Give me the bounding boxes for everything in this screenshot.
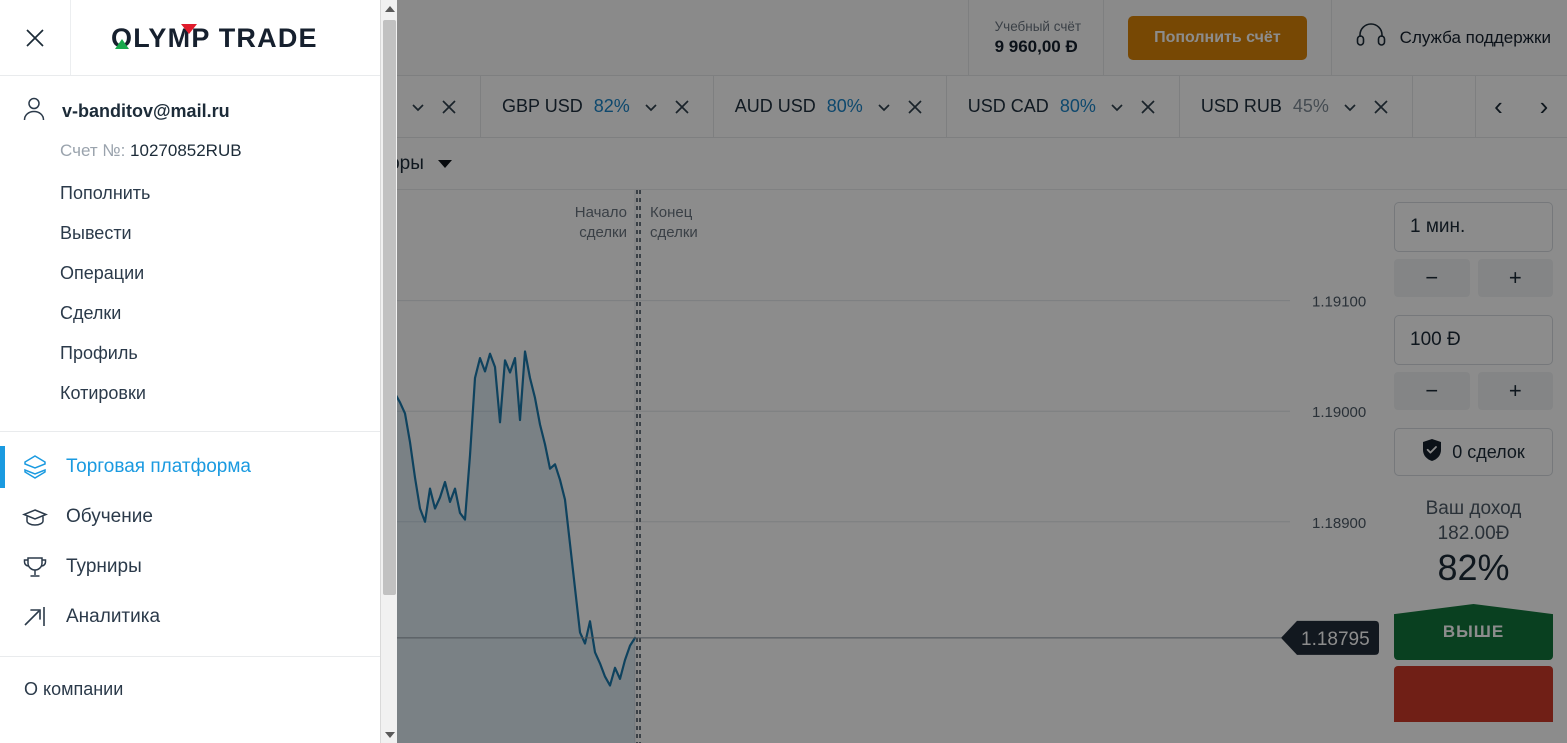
amount-stepper: − + xyxy=(1394,372,1553,410)
account-number-value: 10270852RUB xyxy=(130,141,242,160)
analytics-icon xyxy=(22,604,48,630)
drawer-footer: О компании xyxy=(0,657,380,743)
profit-percent: 82% xyxy=(1437,547,1510,588)
account-section: v-banditov@mail.ru Счет №: 10270852RUB П… xyxy=(0,76,380,432)
drawer-link-deals[interactable]: Сделки xyxy=(60,303,122,323)
drawer-link-withdraw[interactable]: Вывести xyxy=(60,223,132,243)
deals-count-label: 0 сделок xyxy=(1452,441,1525,462)
sidebar-item-analytics[interactable]: Аналитика xyxy=(0,592,380,642)
scrollbar-thumb[interactable] xyxy=(383,20,396,595)
account-user-row: v-banditov@mail.ru xyxy=(0,96,380,127)
asset-tab-percent: 80% xyxy=(826,96,863,116)
buy-lower-button[interactable] xyxy=(1394,666,1553,722)
olymp-trade-logo[interactable]: OLYMP TRADE xyxy=(71,0,380,75)
trophy-icon xyxy=(22,554,48,580)
asset-tab-percent: 80% xyxy=(1059,96,1096,116)
chevron-down-icon[interactable] xyxy=(1107,97,1127,117)
sidebar-item-tournaments[interactable]: Турниры xyxy=(0,542,380,592)
balance-value: 9 960,00 Ð xyxy=(994,36,1078,56)
account-sidebar-drawer: OLYMP TRADE v-banditov@mail.ru Счет №: 1 xyxy=(0,0,380,743)
profit-block: Ваш доход 182.00Ð 82% xyxy=(1394,496,1553,590)
asset-tab[interactable]: AUD USD 80% xyxy=(714,76,947,137)
platform-icon xyxy=(22,454,48,480)
sidebar-item-label: Обучение xyxy=(66,506,153,527)
support-link[interactable]: Служба поддержки xyxy=(1330,0,1567,75)
scroll-up-arrow[interactable] xyxy=(381,0,398,17)
svg-text:сделки: сделки xyxy=(650,224,698,241)
tabs-prev-button[interactable]: ‹ xyxy=(1475,76,1521,137)
duration-plus-button[interactable]: + xyxy=(1477,259,1553,297)
asset-tab-name: GBP USD xyxy=(502,96,583,116)
duration-minus-button[interactable]: − xyxy=(1394,259,1470,297)
chevron-down-icon[interactable] xyxy=(874,97,894,117)
asset-tab-name: USD CAD xyxy=(967,96,1049,116)
amount-plus-button[interactable]: + xyxy=(1477,372,1553,410)
close-icon[interactable] xyxy=(1371,97,1391,117)
svg-text:OLYMP TRADE: OLYMP TRADE xyxy=(111,23,318,53)
close-icon[interactable] xyxy=(672,97,692,117)
drawer-scrollbar[interactable] xyxy=(380,0,397,743)
deals-count-badge[interactable]: 0 сделок xyxy=(1394,428,1553,476)
chevron-down-icon[interactable] xyxy=(641,97,661,117)
drawer-link-profile[interactable]: Профиль xyxy=(60,343,138,363)
shield-icon xyxy=(1422,438,1442,466)
drawer-link-quotes[interactable]: Котировки xyxy=(60,383,146,403)
tabs-next-button[interactable]: › xyxy=(1539,91,1549,121)
close-icon[interactable] xyxy=(1138,97,1158,117)
sidebar-item-label: Турниры xyxy=(66,556,142,577)
amount-input[interactable]: 100 Ð xyxy=(1394,315,1553,365)
svg-text:1.18795: 1.18795 xyxy=(1301,629,1370,650)
support-label: Служба поддержки xyxy=(1399,27,1551,47)
user-icon xyxy=(22,96,46,127)
asset-tab-percent: 45% xyxy=(1292,96,1329,116)
sidebar-item-education[interactable]: Обучение xyxy=(0,492,380,542)
drawer-header: OLYMP TRADE xyxy=(0,0,380,76)
scroll-down-arrow[interactable] xyxy=(381,726,398,743)
buy-higher-button[interactable]: ВЫШЕ xyxy=(1394,604,1553,660)
svg-text:1.19000: 1.19000 xyxy=(1312,404,1366,421)
account-number-row: Счет №: 10270852RUB xyxy=(0,141,380,161)
about-company-link[interactable]: О компании xyxy=(24,679,124,699)
deposit-button-wrap: Пополнить счёт xyxy=(1104,0,1331,75)
svg-text:сделки: сделки xyxy=(579,224,627,241)
graduation-cap-icon xyxy=(22,504,48,530)
profit-amount: 182.00Ð xyxy=(1437,523,1510,544)
close-icon[interactable] xyxy=(439,97,459,117)
profit-title: Ваш доход xyxy=(1425,498,1522,519)
svg-text:1.18900: 1.18900 xyxy=(1312,515,1366,532)
account-email: v-banditov@mail.ru xyxy=(62,101,230,121)
amount-minus-button[interactable]: − xyxy=(1394,372,1470,410)
asset-tab-name: USD RUB xyxy=(1200,96,1282,116)
asset-tab[interactable]: USD RUB 45% xyxy=(1180,76,1413,137)
balance-label: Учебный счёт xyxy=(994,18,1082,34)
drawer-nav: Торговая платформа Обучение xyxy=(0,432,380,657)
deposit-button[interactable]: Пополнить счёт xyxy=(1128,15,1307,60)
sidebar-item-label: Аналитика xyxy=(66,606,161,627)
svg-text:1.19100: 1.19100 xyxy=(1312,294,1366,311)
close-icon[interactable] xyxy=(905,97,925,117)
tabs-nav: ‹ › xyxy=(1475,76,1567,137)
duration-stepper: − + xyxy=(1394,259,1553,297)
chevron-down-icon[interactable] xyxy=(408,97,428,117)
account-number-label: Счет №: xyxy=(60,141,126,160)
svg-text:Начало: Начало xyxy=(575,204,627,221)
svg-text:Конец: Конец xyxy=(650,204,693,221)
duration-input[interactable]: 1 мин. xyxy=(1394,202,1553,252)
trade-panel: 1 мин. − + 100 Ð − + 0 сделок В xyxy=(1380,190,1567,743)
asset-tab[interactable]: USD CAD 80% xyxy=(947,76,1180,137)
caret-down-icon xyxy=(437,159,452,168)
asset-tab-percent: 82% xyxy=(593,96,630,116)
asset-tab-name: AUD USD xyxy=(734,96,816,116)
asset-tab[interactable]: GBP USD 82% xyxy=(481,76,714,137)
sidebar-item-trading-platform[interactable]: Торговая платформа xyxy=(0,442,380,492)
balance-widget[interactable]: Учебный счёт 9 960,00 Ð xyxy=(967,0,1105,75)
chevron-down-icon[interactable] xyxy=(1340,97,1360,117)
drawer-link-deposit[interactable]: Пополнить xyxy=(60,183,151,203)
headset-icon xyxy=(1356,22,1386,53)
drawer-link-operations[interactable]: Операции xyxy=(60,263,145,283)
close-drawer-button[interactable] xyxy=(0,0,71,75)
sidebar-item-label: Торговая платформа xyxy=(66,456,251,477)
